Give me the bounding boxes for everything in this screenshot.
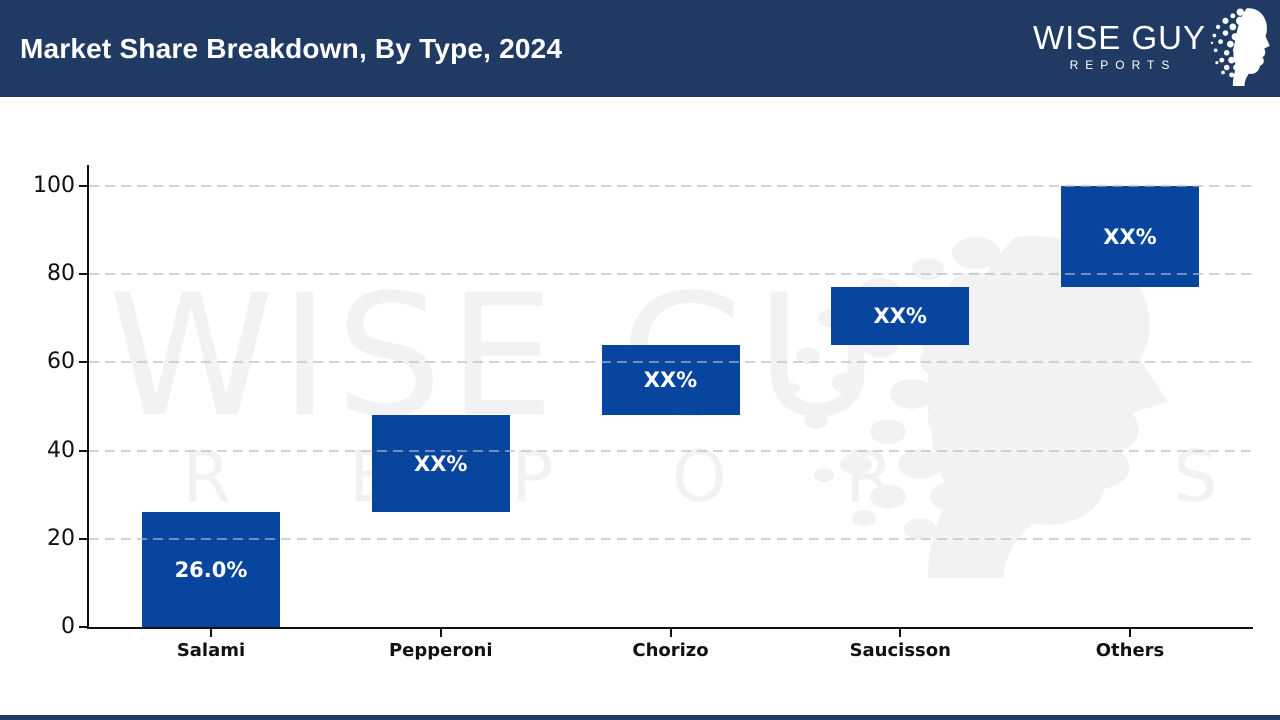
x-tick-label: Saucisson (849, 640, 951, 661)
x-tick-label: Pepperoni (388, 640, 493, 661)
footer-accent-strip (0, 715, 1280, 720)
x-tick-mark (210, 629, 212, 637)
y-tick-mark (79, 361, 87, 364)
bar-pepperoni: XX% (371, 415, 510, 513)
bar-salami: 26.0% (142, 512, 280, 627)
page-title: Market Share Breakdown, By Type, 2024 (20, 32, 563, 64)
x-tick-mark (1129, 629, 1131, 637)
bar-value-label: XX% (414, 451, 468, 476)
gridline-60 (89, 361, 1253, 364)
y-tick-mark (79, 449, 87, 452)
bar-value-label: 26.0% (174, 557, 248, 582)
x-tick-label: Salami (176, 640, 246, 661)
bar-chorizo: XX% (601, 344, 740, 416)
gridline-100 (89, 185, 1253, 187)
logo-subword: REPORTS (1069, 57, 1177, 72)
y-tick-label: 40 (47, 437, 75, 463)
y-tick-label: 20 (47, 525, 75, 551)
bar-others: XX% (1061, 186, 1199, 288)
y-tick-label: 80 (47, 261, 75, 287)
y-tick-mark (79, 273, 87, 276)
logo-wordmark: WISE GUY (1032, 19, 1206, 57)
x-tick-mark (669, 629, 672, 637)
bar-value-label: XX% (1103, 224, 1157, 249)
gridline-40 (89, 449, 1253, 452)
y-tick-mark (79, 537, 87, 540)
y-tick-label: 60 (47, 349, 75, 375)
header-bar: Market Share Breakdown, By Type, 2024 WI… (0, 0, 1280, 97)
y-tick-mark (79, 185, 87, 187)
bar-value-label: XX% (873, 304, 927, 329)
x-tick-label: Chorizo (632, 640, 709, 661)
bar-value-label: XX% (643, 368, 698, 393)
x-tick-mark (899, 629, 902, 637)
wise-guy-reports-logo: WISE GUY REPORTS (1033, 6, 1270, 86)
gridline-20 (89, 537, 1253, 540)
gridline-80 (89, 273, 1253, 276)
y-axis (87, 165, 89, 629)
logo-text: WISE GUY REPORTS (1032, 19, 1206, 72)
logo-head-icon (1208, 6, 1270, 86)
x-tick-mark (439, 629, 442, 637)
bar-saucisson: XX% (831, 287, 970, 345)
x-axis (87, 627, 1253, 629)
y-tick-label: 0 (61, 614, 75, 639)
x-tick-label: Others (1095, 640, 1165, 661)
y-tick-mark (79, 626, 87, 628)
y-tick-label: 100 (33, 173, 75, 198)
